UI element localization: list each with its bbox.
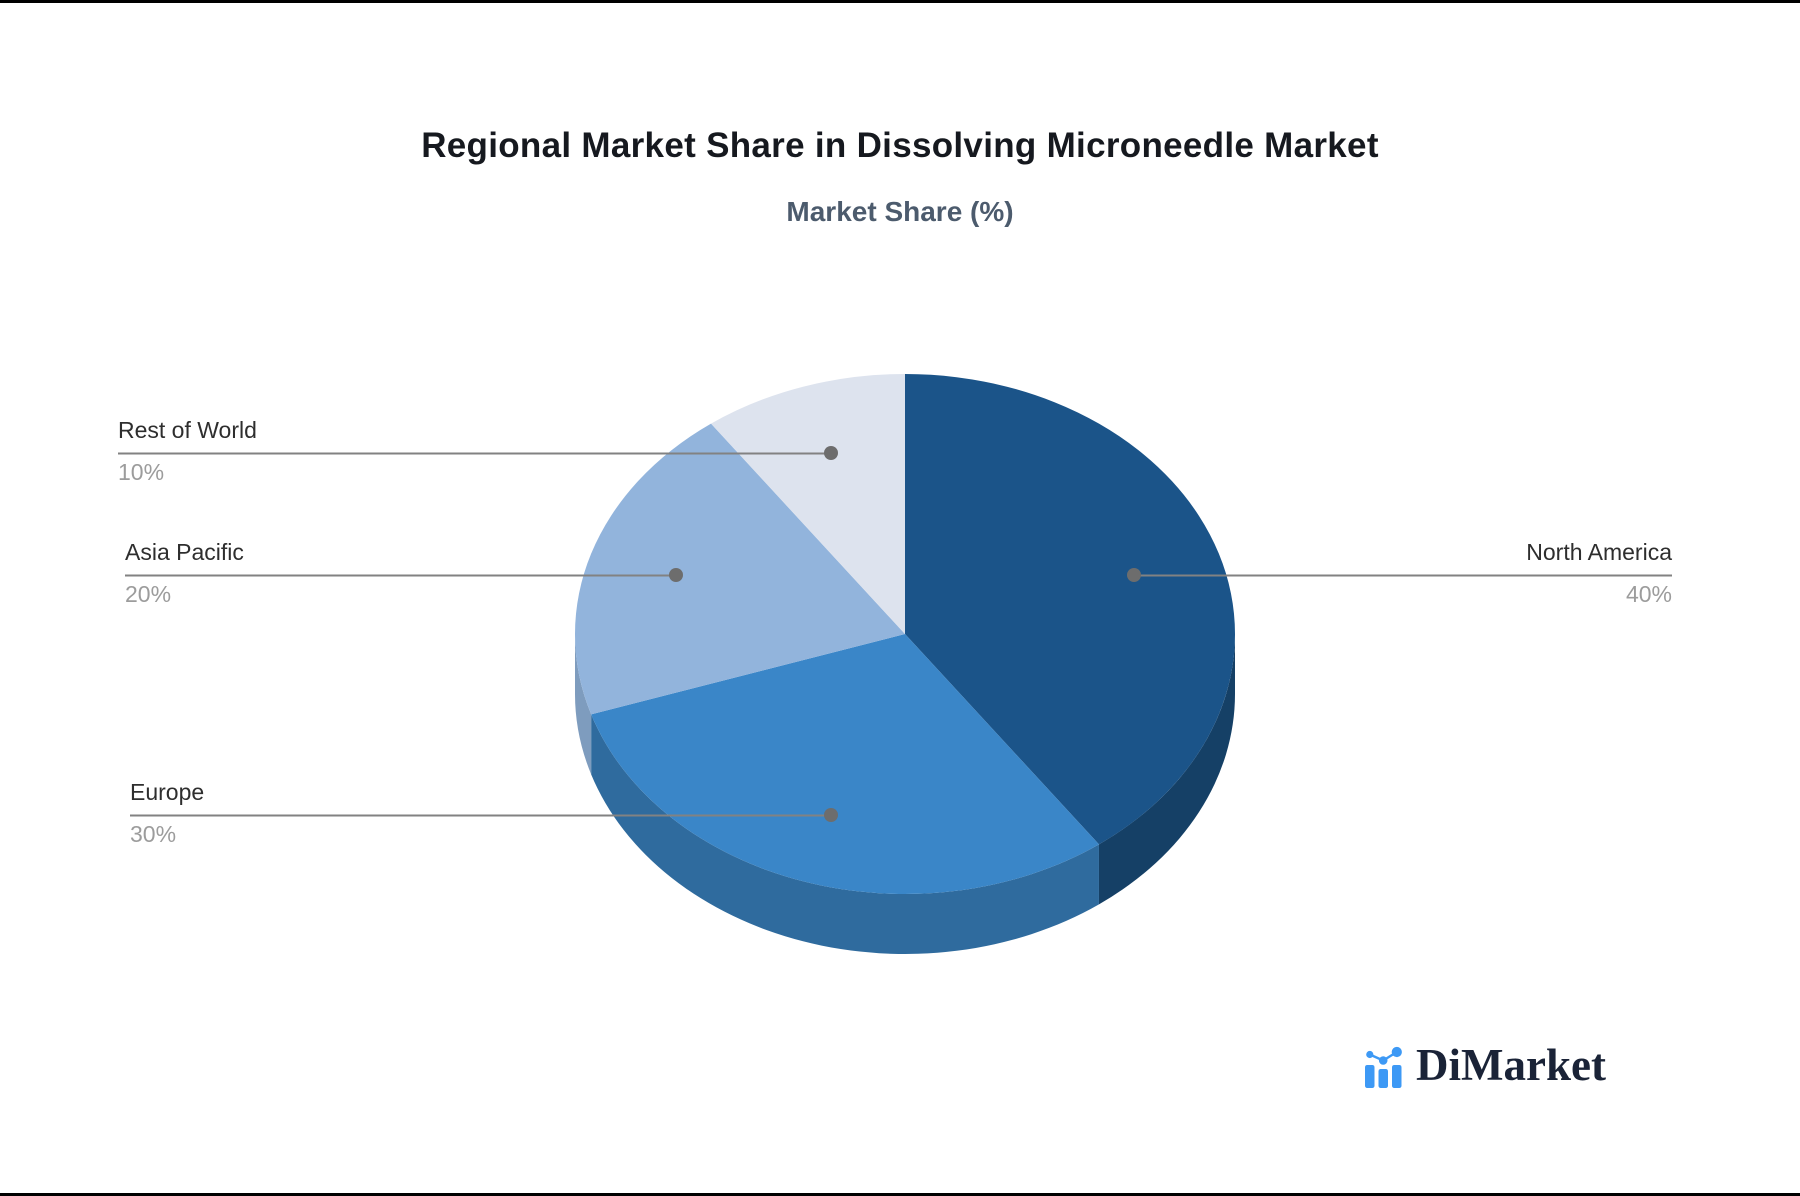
pie-slice-side-europe (591, 714, 1099, 954)
callout-north-america: North America 40% (1526, 537, 1672, 607)
pie-slice-side-north-america (1098, 634, 1235, 905)
slice-percent: 40% (1625, 581, 1672, 607)
chart-subtitle: Market Share (%) (786, 196, 1014, 227)
callout-europe: Europe 30% (130, 777, 205, 847)
slice-label: Asia Pacific (125, 539, 244, 565)
slice-label: Europe (130, 779, 205, 805)
pie-slice-rest-of-world[interactable] (711, 374, 905, 634)
callout-rest-of-world: Rest of World 10% (118, 415, 257, 485)
logo-text: DiMarket (1416, 1040, 1606, 1090)
slice-label: Rest of World (118, 417, 257, 443)
callout-dot-asia-pacific (669, 568, 683, 582)
pie-slice-europe[interactable] (591, 634, 1099, 894)
slice-percent: 10% (118, 459, 165, 485)
pie-slice-asia-pacific[interactable] (575, 423, 905, 715)
slice-label: North America (1526, 539, 1672, 565)
slice-percent: 30% (130, 821, 177, 847)
callout-asia-pacific: Asia Pacific 20% (125, 537, 244, 607)
callout-dot-rest-of-world (824, 446, 838, 460)
screen-top-edge (0, 0, 1800, 3)
bar-line-chart-icon (1365, 1046, 1402, 1088)
callout-dot-north-america (1127, 568, 1141, 582)
callout-dot-europe (824, 808, 838, 822)
pie-slice-north-america[interactable] (905, 374, 1235, 845)
screen-bottom-edge (0, 1193, 1800, 1196)
chart-title: Regional Market Share in Dissolving Micr… (421, 126, 1379, 165)
slice-percent: 20% (125, 581, 172, 607)
pie-slice-side-asia-pacific (575, 634, 592, 775)
dimarket-logo: DiMarket (1362, 1042, 1606, 1088)
